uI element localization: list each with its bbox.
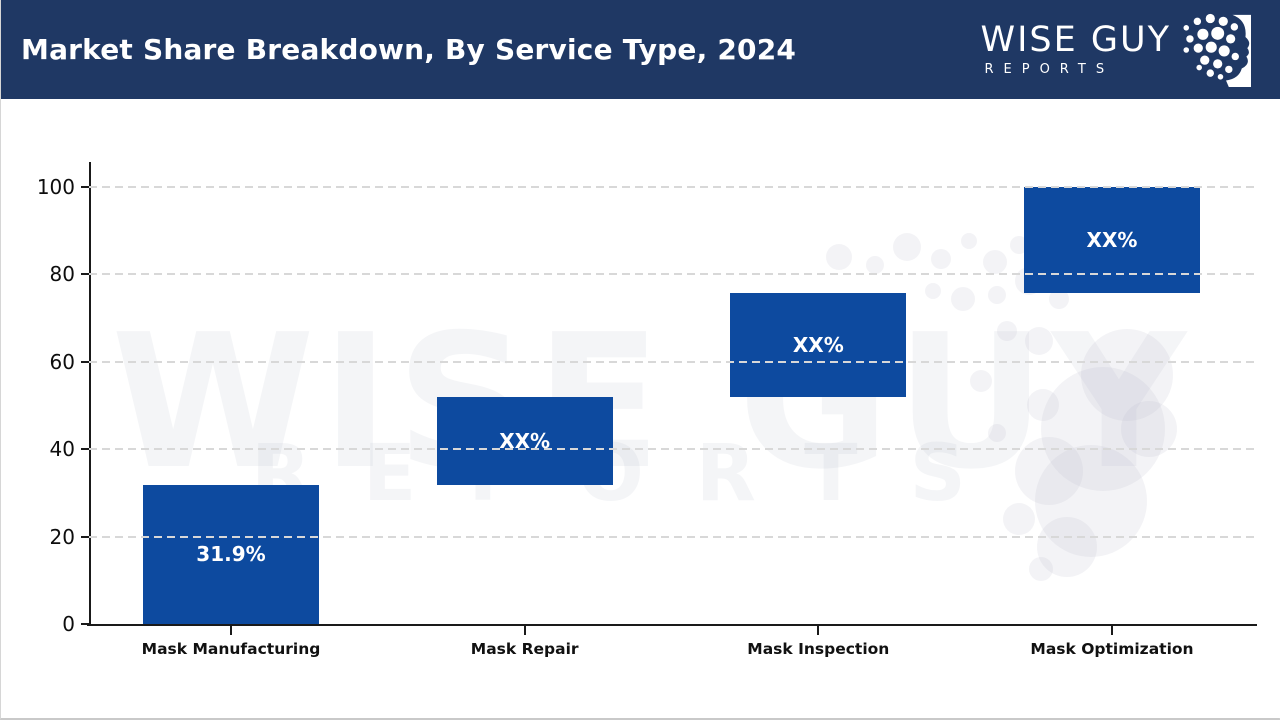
page-title: Market Share Breakdown, By Service Type,… xyxy=(21,33,797,66)
bar-value-label: 31.9% xyxy=(196,542,266,567)
bar-mask-inspection: XX% xyxy=(730,292,907,397)
y-tick-label: 100 xyxy=(36,175,75,199)
brand-logo-text: WISE GUY REPORTS xyxy=(980,20,1171,77)
brand-subname: REPORTS xyxy=(984,62,1115,77)
y-tick-label: 80 xyxy=(49,262,75,287)
bar-value-label: XX% xyxy=(792,332,844,357)
gridline xyxy=(89,273,1257,276)
bar-mask-manufacturing: 31.9% xyxy=(143,484,319,624)
x-tick xyxy=(230,626,232,635)
x-category-label: Mask Repair xyxy=(470,640,579,658)
y-tick-label: 20 xyxy=(49,524,75,549)
gridline xyxy=(89,448,1257,451)
x-tick xyxy=(817,626,820,635)
gridline xyxy=(89,360,1257,363)
y-tick xyxy=(81,360,89,363)
header: Market Share Breakdown, By Service Type,… xyxy=(1,0,1280,99)
gridline xyxy=(89,186,1257,188)
y-tick-label: 60 xyxy=(49,349,75,374)
y-tick xyxy=(81,273,89,276)
y-tick-label: 0 xyxy=(62,612,75,636)
y-tick-label: 40 xyxy=(49,437,75,462)
y-tick xyxy=(81,623,89,625)
y-tick xyxy=(81,186,89,188)
gridline xyxy=(89,535,1257,538)
x-tick xyxy=(1111,626,1113,635)
bar-mask-optimization: XX% xyxy=(1024,187,1200,293)
brand-name: WISE GUY xyxy=(980,20,1171,60)
y-axis-line xyxy=(89,162,91,626)
y-tick xyxy=(81,535,89,538)
x-tick xyxy=(523,626,526,635)
x-category-label: Mask Inspection xyxy=(747,640,890,658)
x-category-label: Mask Optimization xyxy=(1030,640,1194,658)
bar-value-label: XX% xyxy=(1086,227,1138,252)
x-category-label: Mask Manufacturing xyxy=(141,640,321,658)
logo-face-icon xyxy=(1183,13,1251,87)
chart-area: WISE GUY REPORTS 0 20 40 60 80 100 31.9% Mask M… xyxy=(1,99,1280,718)
watermark-text: WISE GUY xyxy=(111,294,1192,510)
x-axis-line xyxy=(87,624,1257,626)
y-tick xyxy=(81,448,89,451)
bar-mask-repair: XX% xyxy=(436,396,613,485)
brand-logo: WISE GUY REPORTS xyxy=(980,12,1251,88)
